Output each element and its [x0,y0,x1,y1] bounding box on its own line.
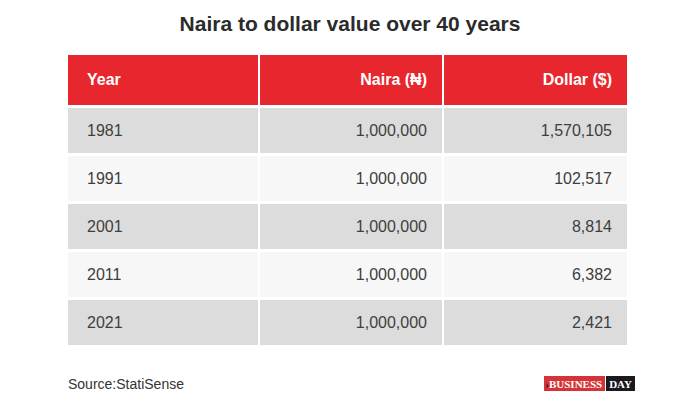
column-header-year: Year [68,55,258,105]
exchange-rate-table: Year Naira (₦) Dollar ($) 1981 1,000,000… [68,55,627,345]
businessday-logo: ›BUSINESS DAY [544,376,635,391]
table-cell-year: 2011 [68,252,258,297]
businessday-logo-business: ›BUSINESS [544,376,606,391]
table-cell-naira: 1,000,000 [260,204,442,249]
table-cell-dollar: 2,421 [444,300,627,345]
table-cell-dollar: 8,814 [444,204,627,249]
table-cell-year: 1991 [68,156,258,201]
table-cell-year: 2001 [68,204,258,249]
table-cell-naira: 1,000,000 [260,108,442,153]
column-header-naira: Naira (₦) [260,55,442,105]
column-header-dollar: Dollar ($) [444,55,627,105]
table-cell-naira: 1,000,000 [260,156,442,201]
table-cell-dollar: 6,382 [444,252,627,297]
table-cell-dollar: 102,517 [444,156,627,201]
table-cell-year: 1981 [68,108,258,153]
page-title: Naira to dollar value over 40 years [0,12,700,36]
table-cell-dollar: 1,570,105 [444,108,627,153]
table-cell-naira: 1,000,000 [260,252,442,297]
source-credit: Source:StatiSense [68,376,184,392]
businessday-logo-day: DAY [606,376,635,391]
table-cell-naira: 1,000,000 [260,300,442,345]
table-cell-year: 2021 [68,300,258,345]
